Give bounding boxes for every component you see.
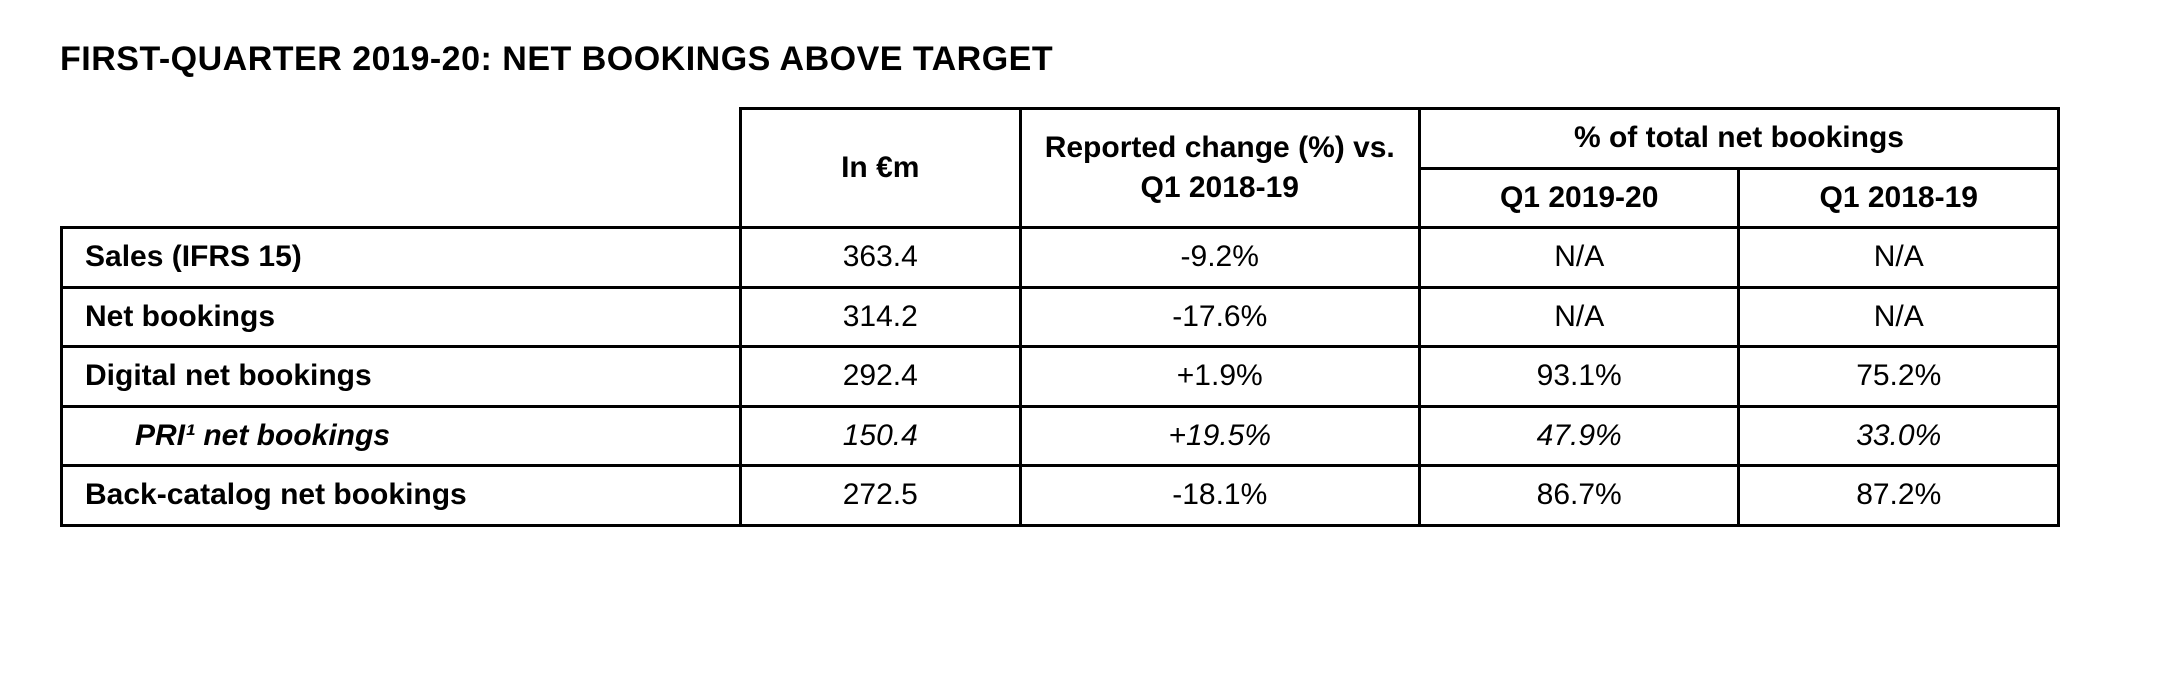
header-amount: In €m <box>740 109 1020 228</box>
row-label: Net bookings <box>62 287 741 347</box>
row-pct-prior: 75.2% <box>1739 347 2059 407</box>
table-row: Net bookings 314.2 -17.6% N/A N/A <box>62 287 2059 347</box>
row-change: -18.1% <box>1020 466 1419 526</box>
row-amount: 363.4 <box>740 228 1020 288</box>
header-pct-current: Q1 2019-20 <box>1419 168 1739 228</box>
row-pct-prior: 87.2% <box>1739 466 2059 526</box>
row-pct-prior: N/A <box>1739 228 2059 288</box>
row-pct-prior: N/A <box>1739 287 2059 347</box>
row-label: PRI¹ net bookings <box>62 406 741 466</box>
row-amount: 272.5 <box>740 466 1020 526</box>
row-pct-current: 47.9% <box>1419 406 1739 466</box>
table-header-row-1: In €m Reported change (%) vs. Q1 2018-19… <box>62 109 2059 169</box>
row-amount: 292.4 <box>740 347 1020 407</box>
row-change: -17.6% <box>1020 287 1419 347</box>
row-amount: 150.4 <box>740 406 1020 466</box>
row-change: +19.5% <box>1020 406 1419 466</box>
page-title: FIRST-QUARTER 2019-20: NET BOOKINGS ABOV… <box>60 40 2107 79</box>
table-row: Back-catalog net bookings 272.5 -18.1% 8… <box>62 466 2059 526</box>
header-stub <box>62 109 741 228</box>
row-pct-current: 86.7% <box>1419 466 1739 526</box>
row-label: Digital net bookings <box>62 347 741 407</box>
table-body: Sales (IFRS 15) 363.4 -9.2% N/A N/A Net … <box>62 228 2059 526</box>
table-row: Sales (IFRS 15) 363.4 -9.2% N/A N/A <box>62 228 2059 288</box>
header-change: Reported change (%) vs. Q1 2018-19 <box>1020 109 1419 228</box>
row-label: Sales (IFRS 15) <box>62 228 741 288</box>
row-change: +1.9% <box>1020 347 1419 407</box>
financial-table: In €m Reported change (%) vs. Q1 2018-19… <box>60 107 2060 527</box>
row-pct-current: 93.1% <box>1419 347 1739 407</box>
row-pct-current: N/A <box>1419 287 1739 347</box>
header-pct-prior: Q1 2018-19 <box>1739 168 2059 228</box>
row-change: -9.2% <box>1020 228 1419 288</box>
row-label: Back-catalog net bookings <box>62 466 741 526</box>
row-pct-current: N/A <box>1419 228 1739 288</box>
header-pct-group: % of total net bookings <box>1419 109 2058 169</box>
row-amount: 314.2 <box>740 287 1020 347</box>
table-row: PRI¹ net bookings 150.4 +19.5% 47.9% 33.… <box>62 406 2059 466</box>
row-pct-prior: 33.0% <box>1739 406 2059 466</box>
table-row: Digital net bookings 292.4 +1.9% 93.1% 7… <box>62 347 2059 407</box>
